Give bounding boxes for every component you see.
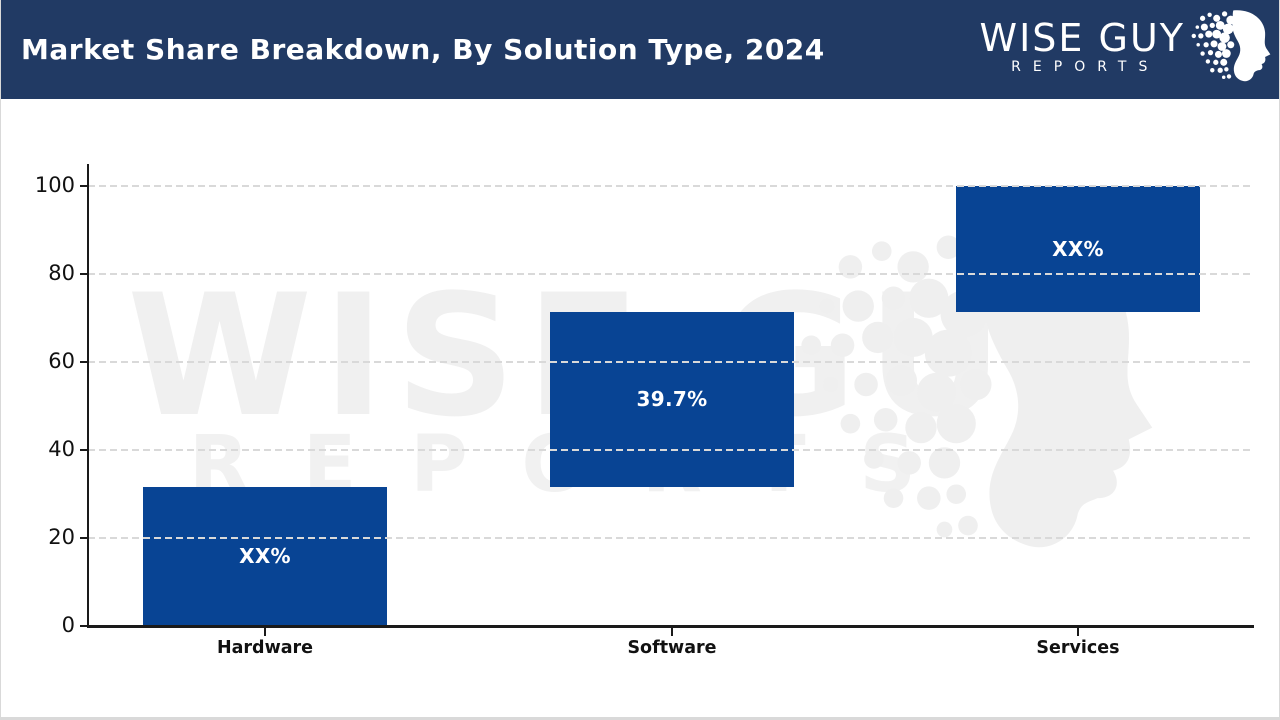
brand-logo: WISE GUY REPORTS (980, 4, 1273, 96)
brand-name: WISE GUY (979, 16, 1185, 60)
page-title: Market Share Breakdown, By Solution Type… (21, 33, 825, 66)
y-tick-mark-60 (80, 361, 88, 363)
bar-value-label: XX% (1052, 236, 1104, 261)
y-tick-label-20: 20 (48, 525, 75, 549)
y-tick-mark-0 (80, 625, 88, 627)
y-axis-line (87, 164, 89, 628)
bottom-border (1, 717, 1279, 720)
y-tick-mark-20 (80, 537, 88, 539)
gridline-80 (88, 273, 1254, 275)
y-tick-label-40: 40 (48, 437, 75, 461)
y-tick-label-80: 80 (48, 261, 75, 285)
gridline-20 (88, 537, 1254, 539)
y-tick-mark-80 (80, 273, 88, 275)
brand-logo-text: WISE GUY REPORTS (980, 18, 1185, 75)
header-bar: Market Share Breakdown, By Solution Type… (1, 0, 1279, 99)
brand-face-icon (1191, 10, 1271, 82)
x-tick-mark-hardware (264, 628, 266, 636)
y-tick-mark-100 (80, 185, 88, 187)
gridline-100 (88, 185, 1254, 187)
brand-subname: REPORTS (1011, 59, 1160, 75)
bar-value-label: XX% (239, 544, 291, 569)
y-tick-mark-40 (80, 449, 88, 451)
bar-value-label: 39.7% (636, 387, 708, 412)
bar-services: XX% (956, 186, 1200, 312)
y-tick-label-0: 0 (61, 613, 75, 637)
x-axis-line (87, 625, 1254, 628)
x-tick-mark-software (671, 628, 673, 636)
x-tick-label-software: Software (627, 638, 717, 658)
x-tick-mark-services (1077, 628, 1079, 636)
bar-software: 39.7% (550, 311, 794, 487)
bar-hardware: XX% (143, 486, 387, 626)
gridline-40 (88, 449, 1254, 451)
x-tick-label-services: Services (1036, 638, 1120, 658)
y-tick-label-60: 60 (48, 349, 75, 373)
gridline-60 (88, 361, 1254, 363)
y-tick-label-100: 100 (34, 173, 75, 197)
x-tick-label-hardware: Hardware (216, 638, 314, 658)
